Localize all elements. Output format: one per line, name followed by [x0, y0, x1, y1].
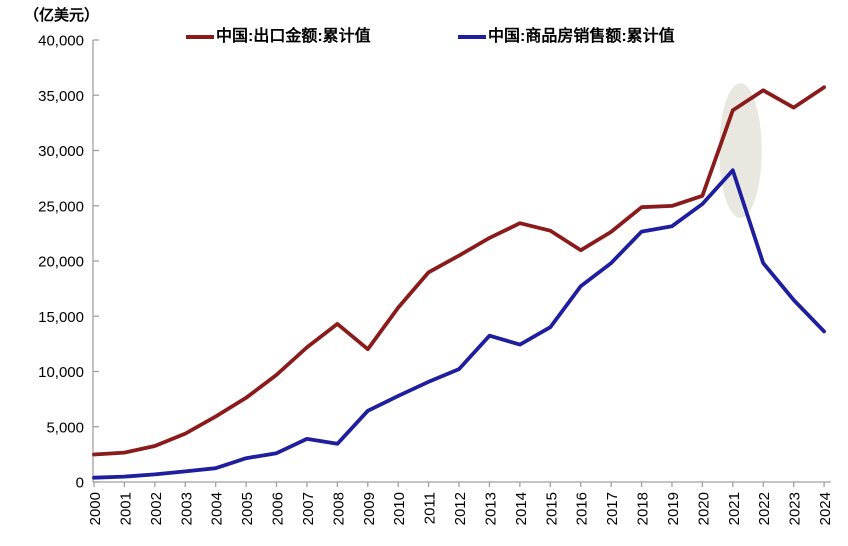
svg-text:2012: 2012 [452, 492, 469, 525]
svg-text:25,000: 25,000 [38, 198, 84, 215]
svg-text:20,000: 20,000 [38, 254, 84, 271]
svg-text:2007: 2007 [300, 492, 317, 525]
svg-text:2009: 2009 [361, 492, 378, 525]
svg-text:2017: 2017 [604, 492, 621, 525]
y-axis-tick-labels: 0 5,000 10,000 15,000 20,000 25,000 30,000 35,0… [38, 33, 84, 492]
svg-text:2004: 2004 [209, 492, 226, 525]
svg-text:2011: 2011 [422, 492, 439, 524]
svg-text:2010: 2010 [391, 492, 408, 525]
svg-text:2013: 2013 [482, 492, 499, 525]
svg-text:2024: 2024 [817, 492, 834, 525]
svg-text:2018: 2018 [635, 492, 652, 525]
svg-text:2006: 2006 [270, 492, 287, 525]
svg-text:2023: 2023 [787, 492, 804, 525]
data-series-lines [92, 85, 826, 480]
svg-text:2008: 2008 [330, 492, 347, 525]
y-axis-unit-label: （亿美元） [24, 7, 100, 24]
svg-text:2005: 2005 [239, 492, 256, 525]
svg-text:35,000: 35,000 [38, 88, 84, 105]
svg-text:2022: 2022 [756, 492, 773, 525]
svg-text:40,000: 40,000 [38, 33, 84, 50]
svg-text:2019: 2019 [665, 492, 682, 525]
svg-text:2021: 2021 [726, 492, 743, 525]
svg-text:2020: 2020 [695, 492, 712, 525]
svg-text:2001: 2001 [117, 492, 134, 525]
axes [92, 39, 832, 487]
svg-text:30,000: 30,000 [38, 143, 84, 160]
svg-text:2015: 2015 [543, 492, 560, 525]
svg-text:10,000: 10,000 [38, 364, 84, 381]
x-axis-tick-labels: 2000 2001 2002 2003 2004 2005 2006 2007 2008 2009… [87, 492, 834, 525]
svg-text:2003: 2003 [178, 492, 195, 525]
svg-text:15,000: 15,000 [38, 309, 84, 326]
svg-text:2000: 2000 [87, 492, 104, 525]
svg-text:2002: 2002 [148, 492, 165, 525]
svg-text:5,000: 5,000 [46, 419, 84, 436]
svg-text:2016: 2016 [574, 492, 591, 525]
svg-text:0: 0 [76, 475, 84, 492]
svg-text:2014: 2014 [513, 492, 530, 525]
